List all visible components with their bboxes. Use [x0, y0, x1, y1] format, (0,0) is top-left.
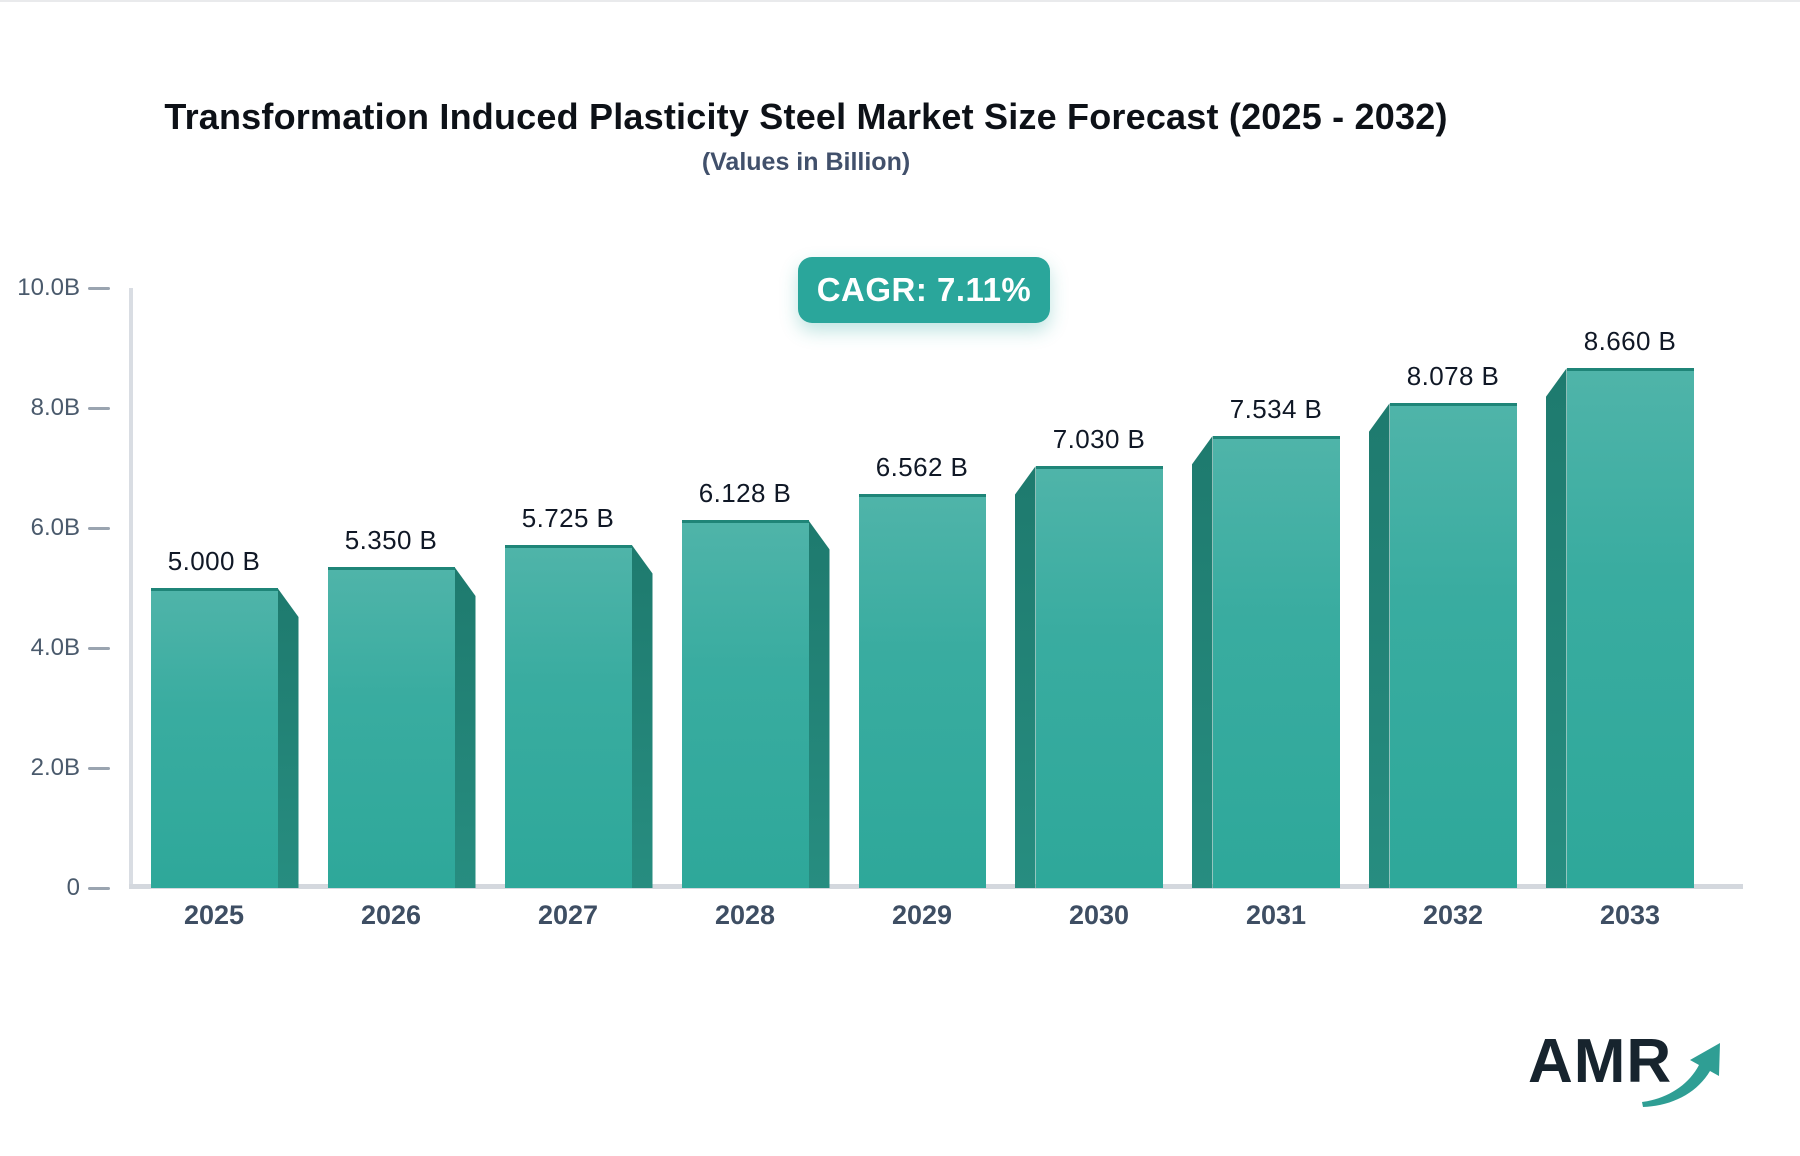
chart-title: Transformation Induced Plasticity Steel …	[164, 96, 1448, 137]
window-top-edge	[0, 0, 1800, 2]
bar-3d-side-2027	[631, 544, 653, 888]
bar-3d-side-2031	[1191, 435, 1213, 888]
amr-logo: AMR	[1528, 1026, 1728, 1112]
bar-value-label-2032: 8.078 B	[1406, 361, 1500, 392]
x-tick-label-2029: 2029	[891, 900, 953, 930]
y-tick-mark	[88, 887, 110, 890]
bar-2027[interactable]	[504, 544, 632, 888]
x-tick-label-2027: 2027	[537, 900, 599, 930]
x-tick-label-2033: 2033	[1599, 900, 1661, 930]
bar-value-label-2028: 6.128 B	[698, 478, 792, 509]
bar-3d-side-2033	[1545, 368, 1567, 888]
y-tick-label: 8.0B	[30, 394, 80, 421]
y-tick-mark	[88, 647, 110, 650]
y-tick-mark	[88, 767, 110, 770]
growth-arrow-icon	[1642, 1043, 1720, 1107]
x-tick-label-2032: 2032	[1422, 900, 1484, 930]
chart-subtitle: (Values in Billion)	[701, 148, 911, 176]
y-tick-mark	[88, 407, 110, 410]
bar-2032[interactable]	[1389, 403, 1517, 888]
y-tick-label: 0	[66, 874, 80, 901]
y-axis-line	[129, 288, 133, 888]
bar-2025[interactable]	[150, 588, 278, 888]
bar-3d-side-2028	[808, 520, 830, 888]
bar-2026[interactable]	[327, 567, 455, 888]
x-tick-label-2030: 2030	[1068, 900, 1130, 930]
x-tick-label-2025: 2025	[183, 900, 245, 930]
y-tick-label: 2.0B	[30, 754, 80, 781]
cagr-badge-label: CAGR: 7.11%	[816, 271, 1032, 308]
amr-logo-text: AMR	[1528, 1027, 1673, 1096]
bar-value-label-2026: 5.350 B	[344, 525, 438, 555]
bar-2030[interactable]	[1035, 466, 1163, 888]
bar-value-label-2027: 5.725 B	[521, 502, 615, 533]
y-tick-label: 10.0B	[17, 274, 80, 301]
x-tick-label-2026: 2026	[360, 900, 422, 930]
y-tick-label: 6.0B	[30, 514, 80, 541]
bar-value-label-2033: 8.660 B	[1583, 326, 1677, 357]
y-tick-label: 4.0B	[30, 634, 80, 661]
bar-2033[interactable]	[1566, 368, 1694, 888]
y-tick-mark	[88, 527, 110, 530]
cagr-badge: CAGR: 7.11%	[798, 257, 1050, 323]
bar-value-label-2029: 6.562 B	[875, 452, 969, 483]
bar-2031[interactable]	[1212, 435, 1340, 888]
bar-3d-side-2025	[277, 588, 299, 888]
x-tick-label-2031: 2031	[1245, 900, 1307, 930]
y-tick-mark	[88, 287, 110, 290]
bar-3d-side-2032	[1368, 403, 1390, 888]
bar-3d-side-2030	[1014, 466, 1036, 888]
bar-value-label-2030: 7.030 B	[1052, 424, 1146, 455]
bar-value-label-2031: 7.534 B	[1229, 393, 1323, 424]
bar-value-label-2025: 5.000 B	[167, 546, 261, 576]
bar-2029[interactable]	[858, 494, 986, 888]
bar-3d-side-2026	[454, 567, 476, 888]
x-tick-label-2028: 2028	[714, 900, 776, 930]
bar-2028[interactable]	[681, 520, 809, 888]
